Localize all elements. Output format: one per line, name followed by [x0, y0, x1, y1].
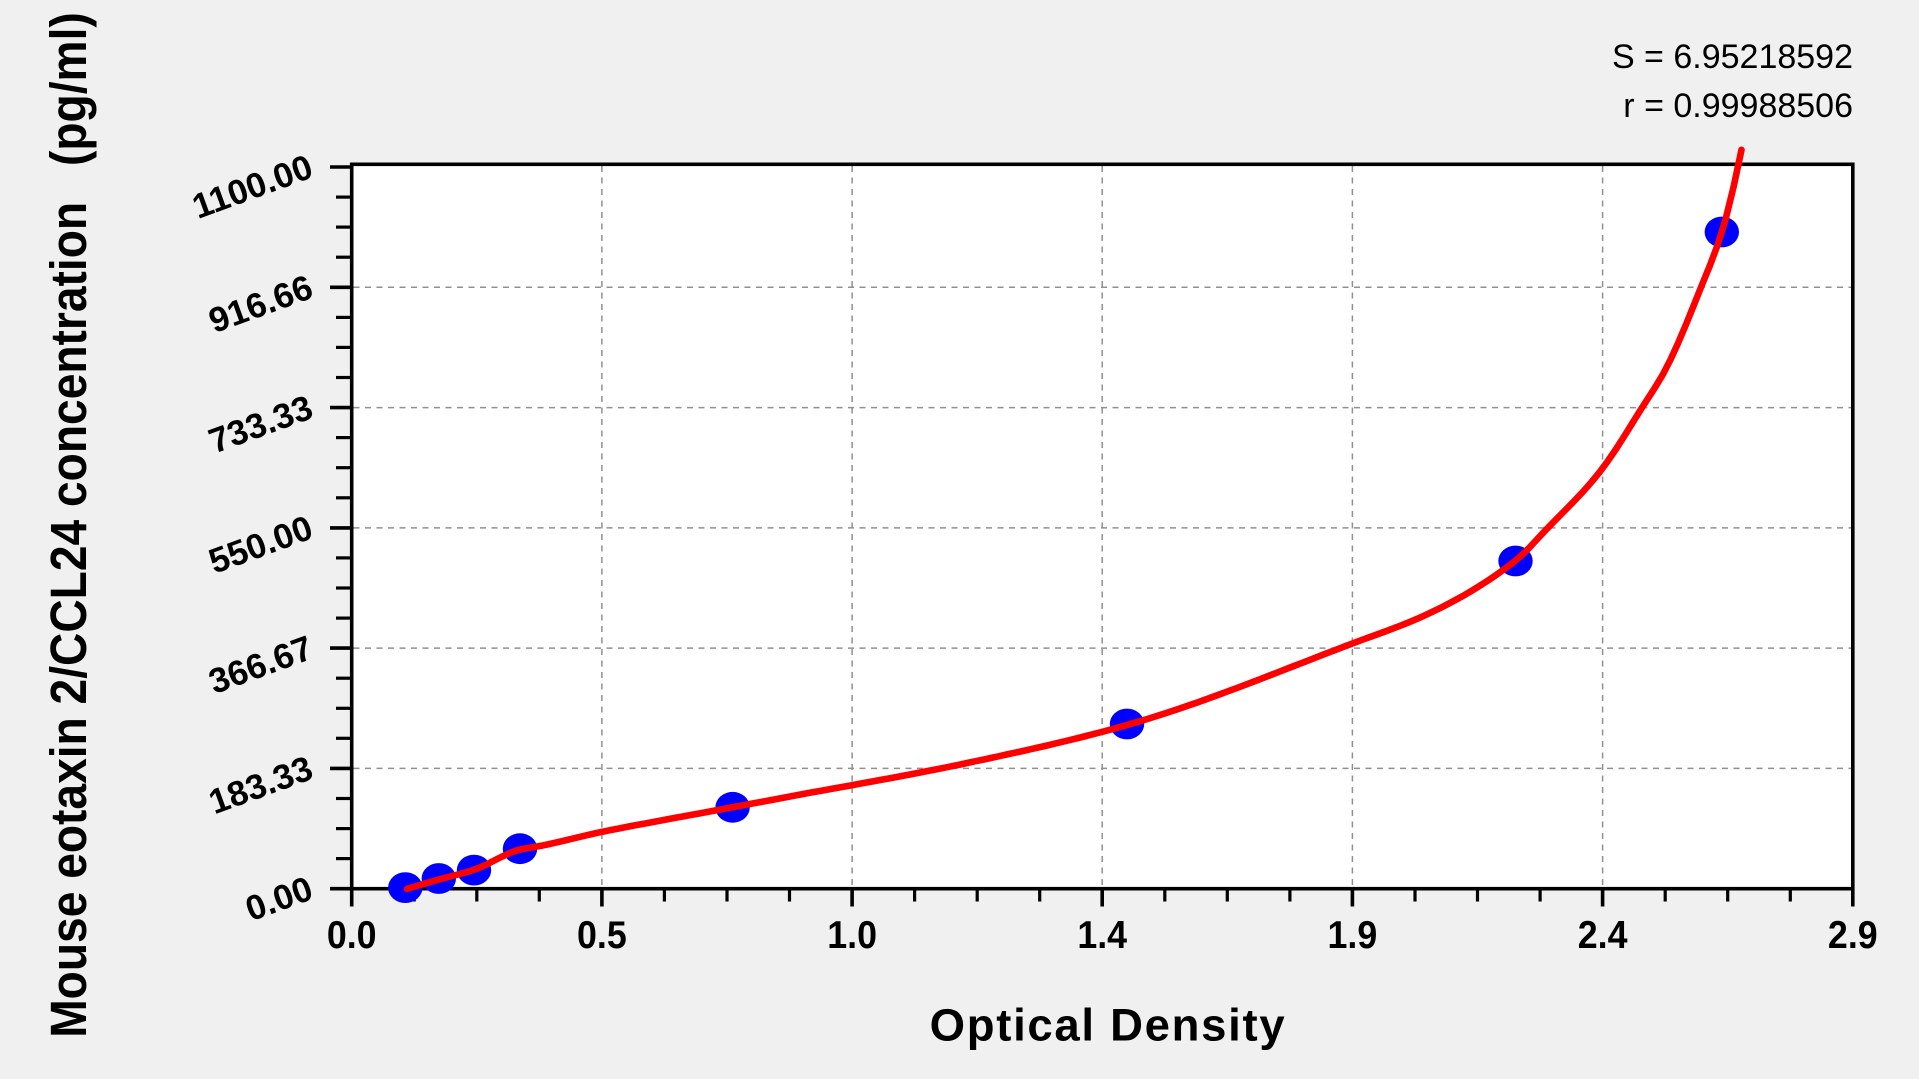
svg-text:1.4: 1.4	[1077, 913, 1127, 956]
svg-text:0.5: 0.5	[577, 913, 627, 956]
svg-text:S = 6.95218592: S = 6.95218592	[1612, 38, 1853, 76]
svg-text:1.9: 1.9	[1328, 913, 1378, 956]
svg-text:0.0: 0.0	[327, 913, 377, 956]
svg-text:Optical Density: Optical Density	[930, 1000, 1287, 1051]
svg-text:2.4: 2.4	[1578, 913, 1628, 956]
svg-text:1.0: 1.0	[827, 913, 877, 956]
svg-text:2.9: 2.9	[1828, 913, 1878, 956]
svg-text:r = 0.99988506: r = 0.99988506	[1623, 87, 1853, 125]
svg-text:Mouse eotaxin 2/CCL24 concentr: Mouse eotaxin 2/CCL24 concentration (pg/…	[41, 12, 98, 1038]
